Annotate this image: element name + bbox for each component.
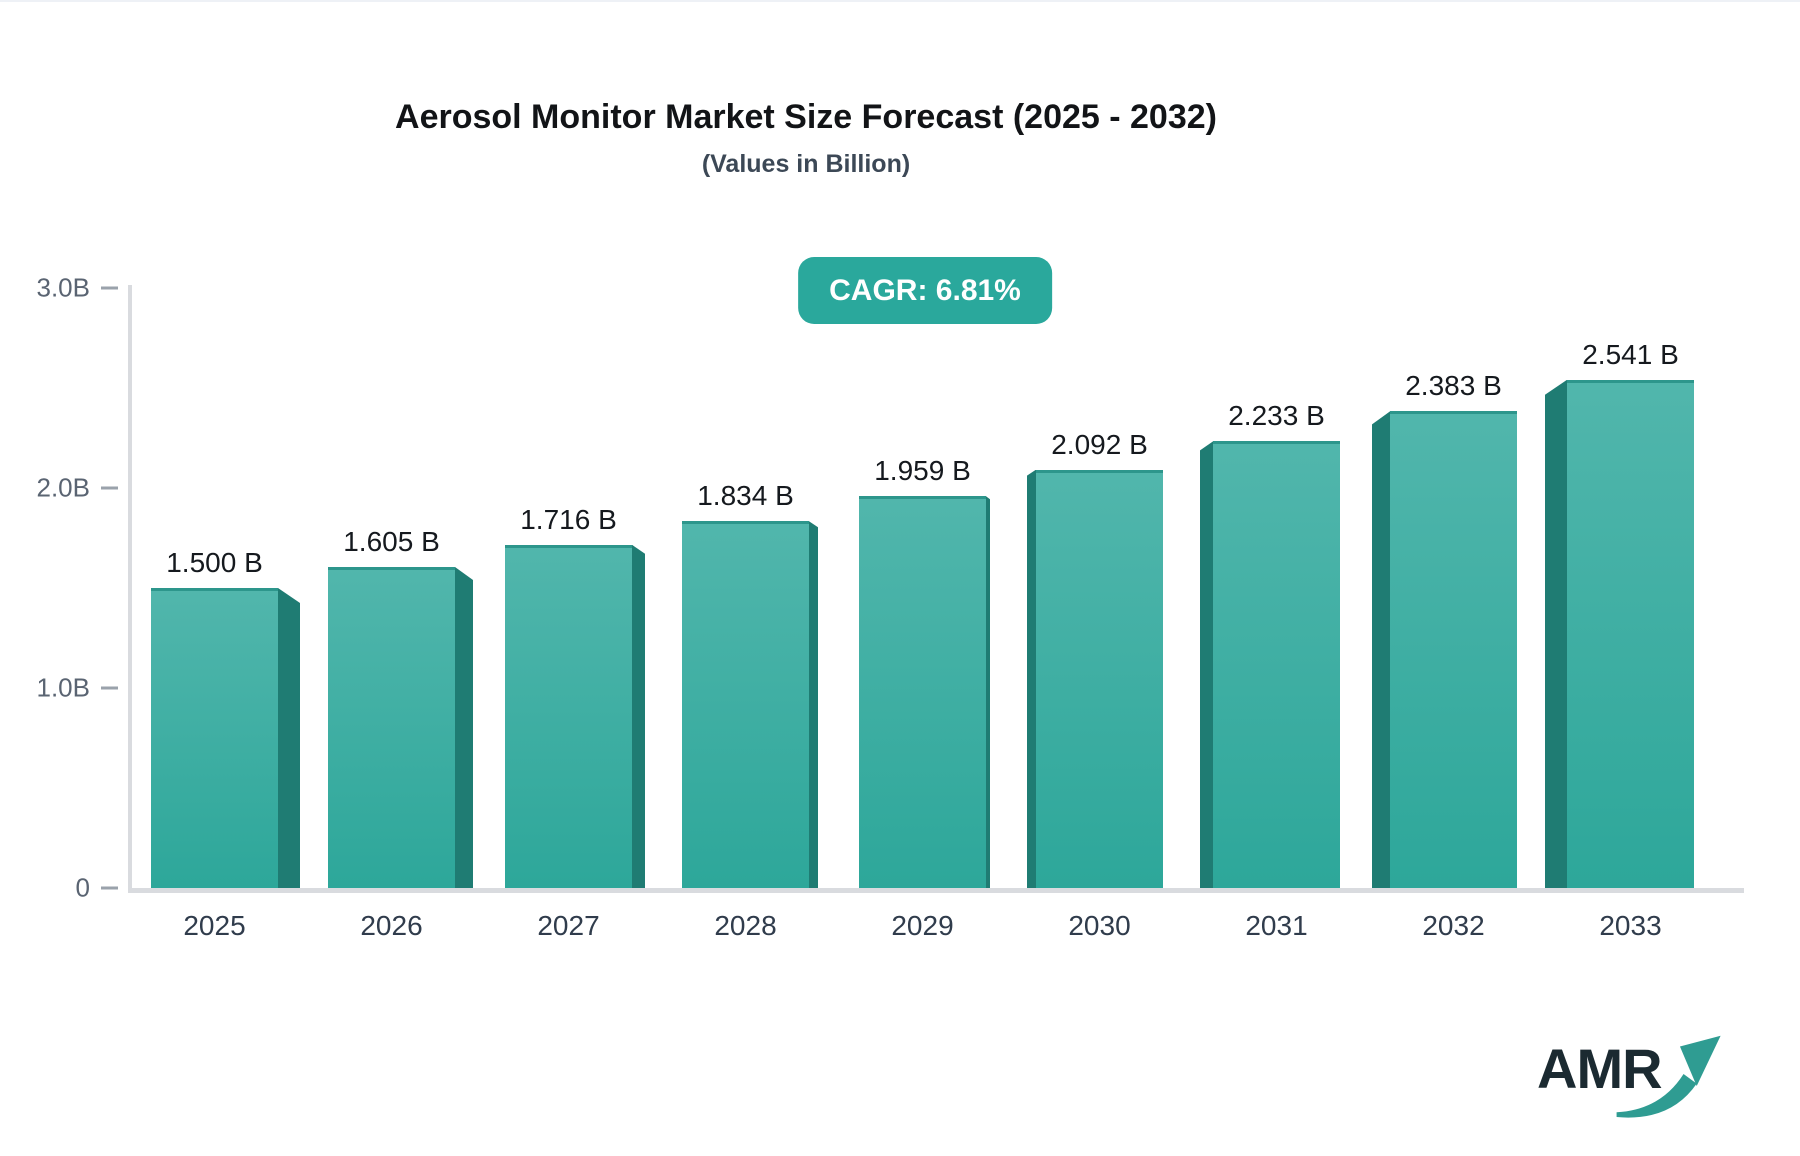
growth-arrow-icon (1616, 1035, 1721, 1118)
x-axis-baseline (128, 888, 1744, 893)
bar (1213, 441, 1340, 888)
bar-side-face (455, 567, 473, 888)
bar (328, 567, 455, 888)
bar-side-face (1372, 411, 1390, 888)
x-axis-category-label: 2033 (1599, 910, 1662, 941)
x-axis-category-label: 2027 (537, 910, 600, 941)
cagr-badge: CAGR: 6.81% (798, 257, 1052, 324)
y-axis-tick (101, 286, 118, 290)
y-axis-tick-label: 0 (75, 872, 90, 903)
bar-side-face (278, 588, 300, 888)
bar (151, 588, 278, 888)
x-axis-category-label: 2025 (183, 910, 246, 941)
y-axis-line (128, 285, 132, 890)
bar-value-label: 1.716 B (520, 503, 617, 535)
brand-logo: AMR (1537, 1032, 1721, 1122)
bar-value-label: 1.959 B (874, 455, 971, 487)
bar (505, 544, 632, 888)
chart-subtitle: (Values in Billion) (701, 150, 911, 178)
bar-value-label: 2.541 B (1582, 338, 1679, 370)
bar-value-label: 1.605 B (343, 526, 440, 557)
x-axis-category-label: 2029 (891, 910, 954, 941)
bar-value-label: 2.233 B (1228, 400, 1325, 432)
bar-side-face (632, 544, 645, 888)
bar (1390, 411, 1517, 888)
bar-side-face (986, 496, 990, 888)
x-axis-category-label: 2028 (714, 910, 777, 941)
y-axis-tick (101, 686, 118, 690)
chart-title: Aerosol Monitor Market Size Forecast (20… (395, 98, 1217, 136)
x-axis-category-label: 2031 (1245, 910, 1308, 941)
bar (1036, 469, 1163, 888)
bar-value-label: 1.500 B (166, 547, 263, 578)
bar (682, 521, 809, 888)
x-axis-category-label: 2032 (1422, 910, 1485, 941)
y-axis-tick (101, 886, 118, 890)
x-axis-category-label: 2026 (360, 910, 423, 941)
bar (1567, 379, 1694, 888)
x-axis-category-label: 2030 (1068, 910, 1131, 941)
bar-value-label: 2.092 B (1051, 428, 1148, 460)
y-axis-tick-label: 3.0B (36, 272, 91, 303)
y-axis-tick-label: 1.0B (36, 672, 91, 703)
brand-logo-text: AMR (1537, 1037, 1663, 1100)
bar (859, 496, 986, 888)
bar-side-face (1027, 469, 1036, 888)
y-axis-tick-label: 2.0B (36, 472, 91, 503)
y-axis-tick (101, 486, 118, 490)
bar-side-face (1200, 441, 1213, 888)
bar-side-face (1545, 379, 1567, 888)
bar-side-face (809, 521, 818, 888)
bar-value-label: 2.383 B (1405, 370, 1502, 402)
bar-value-label: 1.834 B (697, 480, 794, 512)
